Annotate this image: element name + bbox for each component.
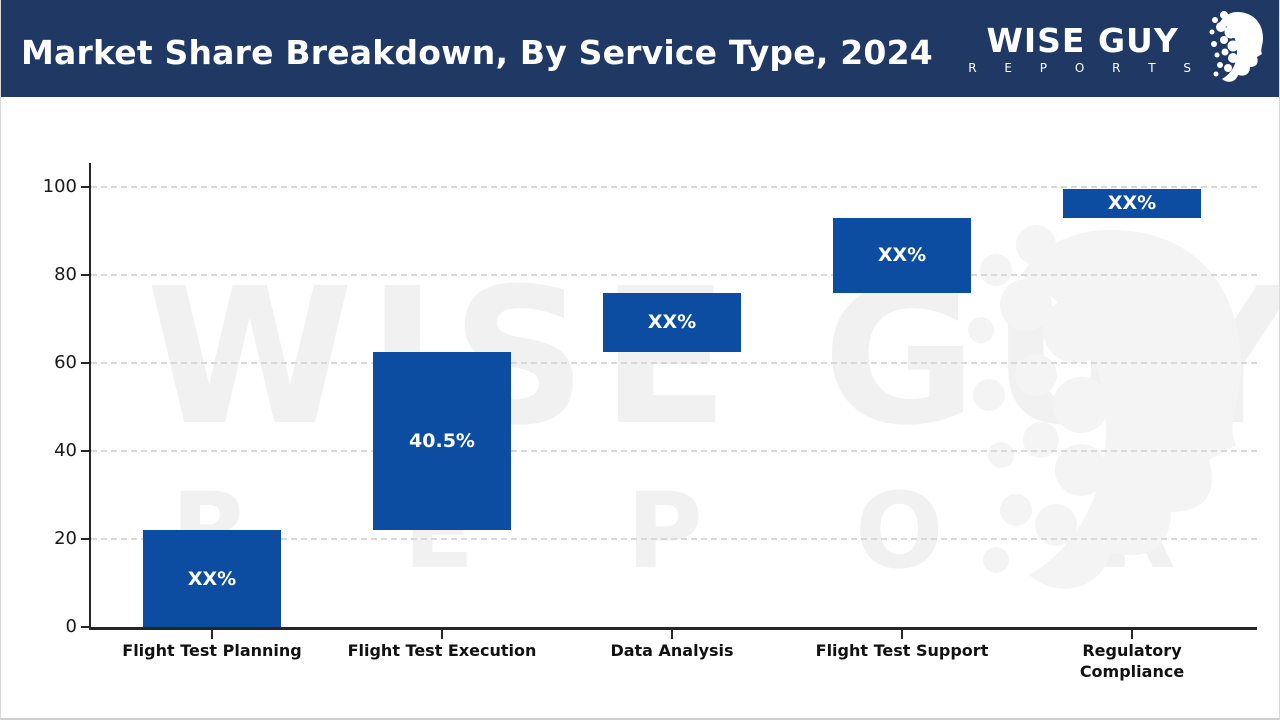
y-tick-label: 60 xyxy=(54,352,77,373)
y-tick-label: 100 xyxy=(42,176,77,197)
x-tick-mark xyxy=(901,630,903,639)
bar-regulatory-compliance: XX% xyxy=(1063,189,1201,218)
y-axis-spine xyxy=(89,163,91,629)
x-tick-mark xyxy=(211,630,213,639)
y-tick-mark xyxy=(81,274,89,276)
header-band: Market Share Breakdown, By Service Type,… xyxy=(1,0,1279,97)
y-tick-mark xyxy=(81,362,89,364)
category-label: Flight Test Support xyxy=(815,641,989,660)
bar-value-label: XX% xyxy=(1107,192,1157,215)
brand-subtitle: R E P O R T S xyxy=(968,60,1203,75)
y-tick-label: 80 xyxy=(54,264,77,285)
bar-flight-test-execution: 40.5% xyxy=(373,352,511,531)
category-label: Flight Test Execution xyxy=(347,641,537,660)
gridline-y20 xyxy=(91,538,1257,540)
watermark-head-icon xyxy=(941,200,1251,664)
bar-data-analysis: XX% xyxy=(603,292,741,352)
category-label: Data Analysis xyxy=(610,641,734,660)
bar-flight-test-planning: XX% xyxy=(143,530,281,627)
brand-name: WISE GUY xyxy=(986,20,1179,60)
x-tick-mark xyxy=(671,630,673,639)
bar-value-label: 40.5% xyxy=(409,430,475,453)
chart-title: Market Share Breakdown, By Service Type,… xyxy=(21,33,933,72)
y-tick-label: 0 xyxy=(65,616,77,637)
x-axis-spine xyxy=(89,627,1257,630)
x-tick-mark xyxy=(1131,630,1133,639)
y-tick-mark xyxy=(81,538,89,540)
bar-flight-test-support: XX% xyxy=(833,217,971,293)
brand-logo: WISE GUY R E P O R T S xyxy=(962,8,1265,90)
category-label: Regulatory Compliance xyxy=(1079,641,1185,681)
y-tick-label: 40 xyxy=(54,440,77,461)
bar-value-label: XX% xyxy=(877,244,927,267)
gridline-y100 xyxy=(91,186,1257,188)
bar-value-label: XX% xyxy=(647,311,697,334)
bar-value-label: XX% xyxy=(187,567,237,590)
y-tick-mark xyxy=(81,626,89,628)
category-label: Flight Test Planning xyxy=(122,641,302,660)
y-tick-mark xyxy=(81,450,89,452)
x-tick-mark xyxy=(441,630,443,639)
y-tick-mark xyxy=(81,186,89,188)
brand-logo-text: WISE GUY R E P O R T S xyxy=(962,20,1203,75)
watermark-wordmark: WISE GUY xyxy=(146,248,1280,467)
dotted-head-logo-icon xyxy=(1207,8,1265,90)
gridline-y60 xyxy=(91,362,1257,364)
y-tick-label: 20 xyxy=(54,528,77,549)
watermark-reports: R E P O R T S xyxy=(171,470,1279,592)
gridline-y80 xyxy=(91,274,1257,276)
gridline-y40 xyxy=(91,450,1257,452)
